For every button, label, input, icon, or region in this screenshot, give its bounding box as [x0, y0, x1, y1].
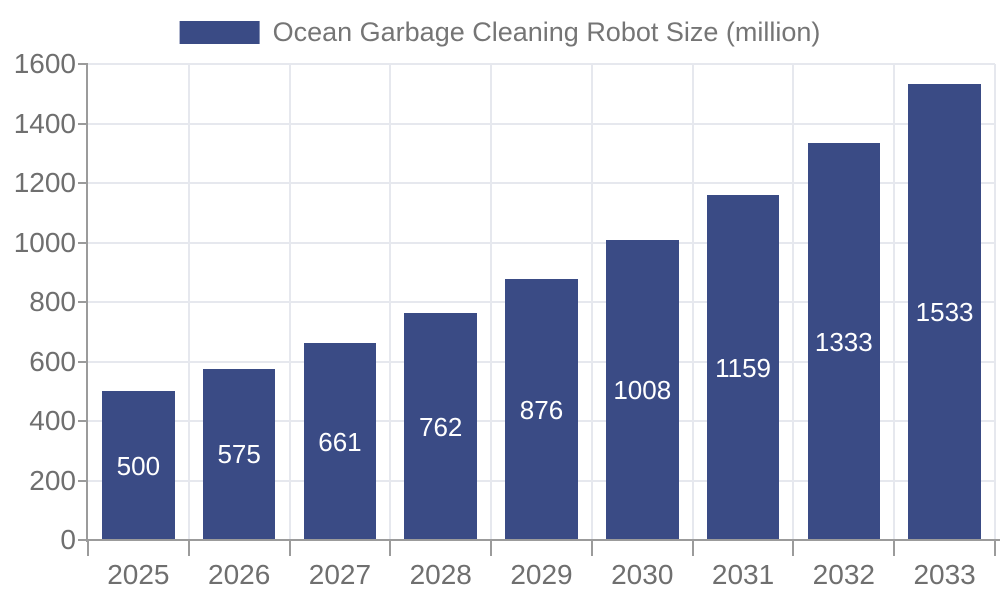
legend-swatch	[179, 20, 260, 44]
gridline-vertical-5	[590, 64, 593, 540]
bar-value-label-2028: 762	[419, 411, 463, 442]
y-tick-400	[78, 420, 88, 422]
gridline-horizontal-1200	[88, 182, 995, 184]
x-tick-1	[187, 540, 190, 556]
x-tick-8	[893, 540, 896, 556]
bar-value-label-2030: 1008	[613, 375, 672, 406]
legend-label: Ocean Garbage Cleaning Robot Size (milli…	[272, 16, 821, 47]
legend[interactable]: Ocean Garbage Cleaning Robot Size (milli…	[179, 16, 821, 47]
x-tick-label-2030: 2030	[611, 559, 674, 590]
gridline-vertical-2	[288, 64, 291, 540]
gridline-vertical-6	[691, 64, 694, 540]
x-axis-line	[86, 539, 1000, 541]
bar-value-label-2032: 1333	[814, 326, 873, 357]
y-tick-label-1600: 1600	[13, 48, 76, 79]
y-axis-line	[86, 64, 88, 542]
bar-2032[interactable]: 1333	[807, 143, 881, 540]
x-tick-label-2032: 2032	[812, 559, 875, 590]
y-tick-800	[78, 301, 88, 303]
y-tick-label-1400: 1400	[13, 107, 76, 139]
bar-2026[interactable]: 575	[202, 368, 276, 540]
y-tick-0	[78, 539, 88, 541]
y-tick-1600	[78, 63, 88, 65]
x-tick-label-2026: 2026	[208, 559, 271, 590]
y-tick-label-400: 400	[29, 405, 76, 436]
gridline-vertical-4	[490, 64, 493, 540]
x-tick-label-2031: 2031	[711, 559, 775, 590]
bar-2028[interactable]: 762	[404, 313, 477, 540]
x-tick-label-2033: 2033	[913, 559, 976, 590]
x-tick-3	[389, 540, 392, 556]
gridline-vertical-7	[792, 64, 795, 540]
bar-value-label-2027: 661	[318, 426, 362, 457]
bar-value-label-2033: 1533	[915, 296, 974, 327]
y-tick-label-600: 600	[29, 345, 76, 377]
y-tick-label-1000: 1000	[13, 226, 76, 258]
x-tick-4	[490, 540, 493, 556]
bar-2033[interactable]: 1533	[908, 83, 981, 540]
gridline-vertical-9	[994, 64, 996, 540]
bar-2030[interactable]: 1008	[605, 240, 679, 540]
y-tick-1400	[78, 122, 88, 125]
y-tick-200	[78, 479, 88, 482]
y-tick-1200	[78, 182, 88, 184]
gridline-horizontal-1400	[88, 122, 995, 125]
x-tick-label-2028: 2028	[409, 559, 472, 590]
bar-value-label-2029: 876	[519, 394, 564, 425]
bar-value-label-2031: 1159	[715, 352, 771, 383]
x-tick-7	[792, 540, 795, 556]
x-tick-5	[590, 540, 593, 556]
y-tick-label-0: 0	[60, 524, 76, 555]
x-tick-label-2027: 2027	[308, 559, 372, 590]
x-tick-9	[994, 540, 996, 556]
x-tick-0	[87, 540, 89, 556]
y-tick-600	[78, 360, 88, 363]
bar-2027[interactable]: 661	[303, 343, 377, 540]
bar-2025[interactable]: 500	[102, 391, 175, 540]
y-tick-label-1200: 1200	[13, 167, 76, 198]
y-tick-label-800: 800	[29, 286, 76, 317]
y-tick-label-200: 200	[29, 464, 76, 496]
gridline-horizontal-1000	[88, 241, 995, 244]
x-tick-label-2029: 2029	[510, 559, 573, 590]
bar-value-label-2026: 575	[217, 439, 261, 470]
x-tick-2	[288, 540, 291, 556]
gridline-vertical-3	[389, 64, 392, 540]
bar-2029[interactable]: 876	[505, 279, 578, 540]
gridline-vertical-1	[187, 64, 190, 540]
gridline-vertical-8	[893, 64, 896, 540]
gridline-horizontal-1600	[88, 63, 995, 65]
y-tick-1000	[78, 241, 88, 244]
x-tick-label-2025: 2025	[107, 559, 170, 590]
x-tick-6	[691, 540, 694, 556]
bar-2031[interactable]: 1159	[706, 195, 780, 540]
bar-value-label-2025: 500	[116, 450, 161, 481]
